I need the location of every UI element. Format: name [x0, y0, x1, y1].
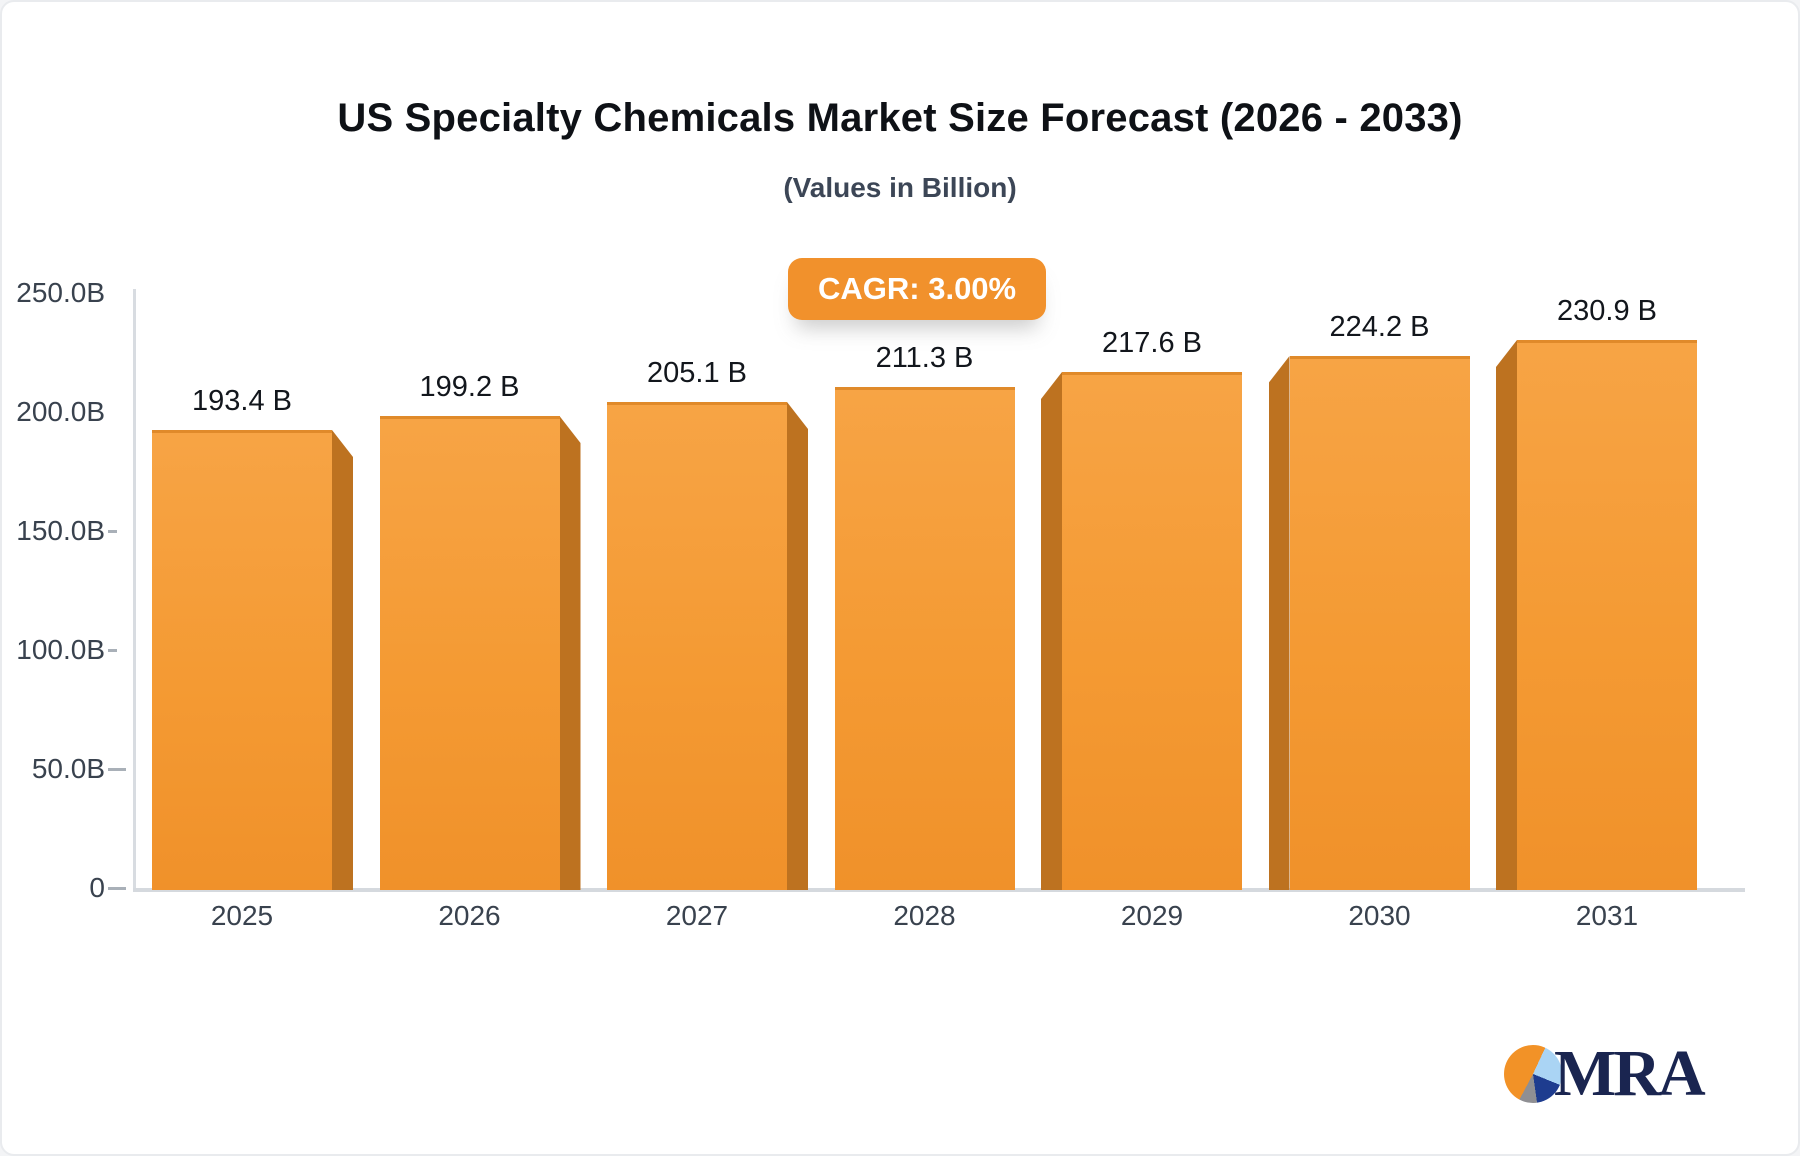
- bar-value-label-2027: 205.1 B: [647, 357, 747, 389]
- bar-2031-3d-side: [1496, 340, 1517, 890]
- bar-2027: [607, 402, 787, 890]
- x-axis-tick-label-2030: 2030: [1348, 900, 1411, 931]
- y-axis-tick-label: 250.0B: [16, 277, 105, 308]
- bar-2025: [152, 430, 332, 890]
- y-axis-tick-label: 50.0B: [31, 753, 105, 784]
- y-axis-tick-mark: [108, 649, 117, 652]
- x-axis-tick-label-2026: 2026: [438, 900, 501, 931]
- bar-2028: [834, 387, 1015, 890]
- bar-2026: [379, 416, 560, 890]
- y-axis-tick-label: 0: [89, 872, 105, 903]
- bar-2026-3d-side: [559, 416, 581, 890]
- y-axis-tick-label: 100.0B: [16, 634, 105, 665]
- bar-2029: [1062, 372, 1242, 890]
- x-axis-line: [133, 888, 1745, 892]
- y-axis-tick-label: 150.0B: [16, 515, 105, 546]
- y-axis-tick-mark: [108, 530, 117, 533]
- x-axis-tick-label-2027: 2027: [665, 900, 729, 931]
- bar-2031: [1517, 340, 1697, 890]
- x-axis-tick-label-2028: 2028: [893, 900, 956, 931]
- bar-2030: [1289, 356, 1470, 890]
- x-axis-tick-label-2025: 2025: [210, 900, 274, 931]
- brand-logo: MRA: [1504, 1032, 1706, 1116]
- bar-2029-3d-side: [1041, 372, 1062, 890]
- bar-value-label-2028: 211.3 B: [875, 342, 974, 374]
- chart-subtitle: (Values in Billion): [783, 172, 1017, 203]
- bar-2030-3d-side: [1268, 356, 1290, 890]
- bar-value-label-2025: 193.4 B: [192, 385, 292, 417]
- bar-value-label-2026: 199.2 B: [419, 371, 520, 403]
- cagr-badge: CAGR: 3.00%: [788, 258, 1047, 320]
- bar-2027-3d-side: [787, 402, 808, 890]
- bar-value-label-2030: 224.2 B: [1329, 311, 1430, 343]
- y-axis-tick-mark: [108, 768, 126, 771]
- y-axis-line: [133, 289, 136, 892]
- brand-logo-text: MRA: [1554, 1037, 1706, 1110]
- pie-chart-icon: [1504, 1045, 1562, 1103]
- bar-value-label-2031: 230.9 B: [1557, 295, 1657, 327]
- x-axis-tick-label-2029: 2029: [1120, 900, 1184, 931]
- x-axis-tick-label-2031: 2031: [1575, 900, 1639, 931]
- y-axis-tick-mark: [108, 887, 126, 890]
- bar-value-label-2029: 217.6 B: [1102, 327, 1202, 359]
- y-axis-tick-label: 200.0B: [16, 396, 105, 427]
- bar-2025-3d-side: [332, 430, 353, 890]
- chart-title: US Specialty Chemicals Market Size Forec…: [337, 96, 1463, 140]
